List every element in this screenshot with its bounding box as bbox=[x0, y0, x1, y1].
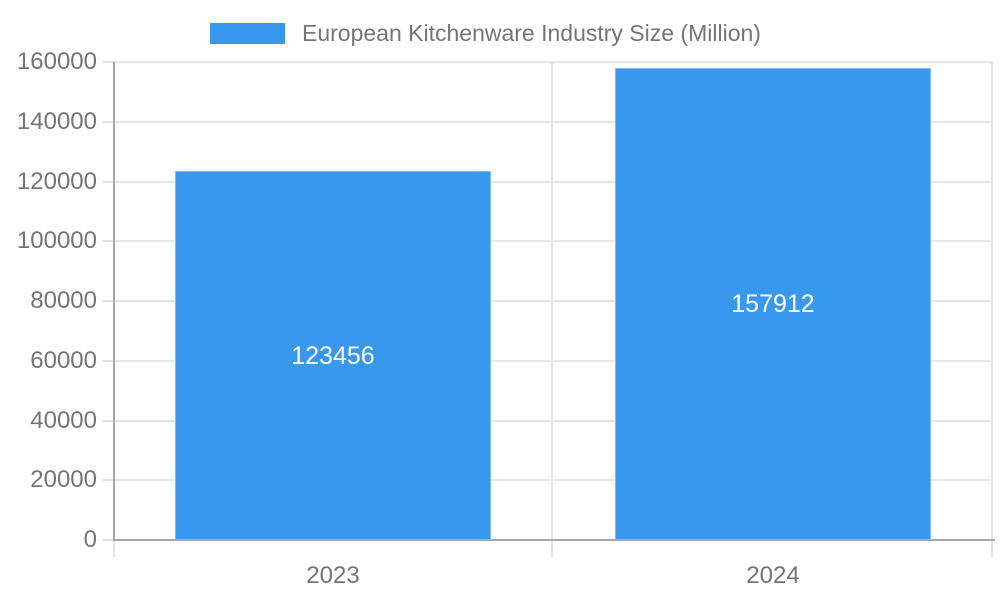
legend-swatch bbox=[210, 23, 285, 44]
y-tick-label: 60000 bbox=[30, 346, 97, 374]
category-divider bbox=[991, 62, 993, 540]
axis-sub-tick bbox=[991, 541, 993, 557]
y-gridline bbox=[113, 300, 993, 302]
y-tick bbox=[103, 359, 113, 362]
bar-value-label: 123456 bbox=[291, 341, 375, 370]
y-gridline bbox=[113, 61, 993, 63]
y-tick-label: 100000 bbox=[16, 227, 97, 255]
bar-value-label: 157912 bbox=[731, 290, 815, 319]
y-tick-label: 120000 bbox=[16, 167, 97, 195]
y-tick bbox=[103, 240, 113, 243]
x-tick-label: 2024 bbox=[746, 562, 800, 589]
y-gridline bbox=[113, 419, 993, 422]
y-tick-label: 140000 bbox=[16, 107, 97, 135]
x-axis-line bbox=[113, 539, 995, 541]
y-tick bbox=[103, 61, 113, 63]
category-divider bbox=[551, 62, 553, 540]
bar[interactable] bbox=[175, 171, 491, 540]
x-tick-label: 2023 bbox=[306, 562, 360, 589]
y-gridline bbox=[113, 359, 993, 362]
y-gridline bbox=[113, 240, 993, 243]
y-gridline bbox=[113, 180, 993, 183]
bar[interactable] bbox=[615, 68, 931, 540]
y-tick bbox=[103, 539, 113, 541]
y-tick-label: 40000 bbox=[30, 406, 97, 434]
y-tick bbox=[103, 120, 113, 123]
y-tick bbox=[103, 180, 113, 183]
y-tick bbox=[103, 300, 113, 302]
axis-sub-tick bbox=[551, 541, 553, 557]
y-tick bbox=[103, 479, 113, 482]
y-tick-label: 20000 bbox=[30, 466, 97, 494]
y-gridline bbox=[113, 120, 993, 123]
axis-sub-tick bbox=[113, 541, 115, 557]
y-tick-label: 0 bbox=[83, 526, 97, 553]
y-tick bbox=[103, 419, 113, 422]
y-tick-label: 160000 bbox=[16, 48, 97, 75]
chart-title: European Kitchenware Industry Size (Mill… bbox=[302, 20, 761, 46]
y-axis-line bbox=[113, 62, 115, 540]
y-tick-label: 80000 bbox=[30, 287, 97, 314]
y-gridline bbox=[113, 479, 993, 482]
